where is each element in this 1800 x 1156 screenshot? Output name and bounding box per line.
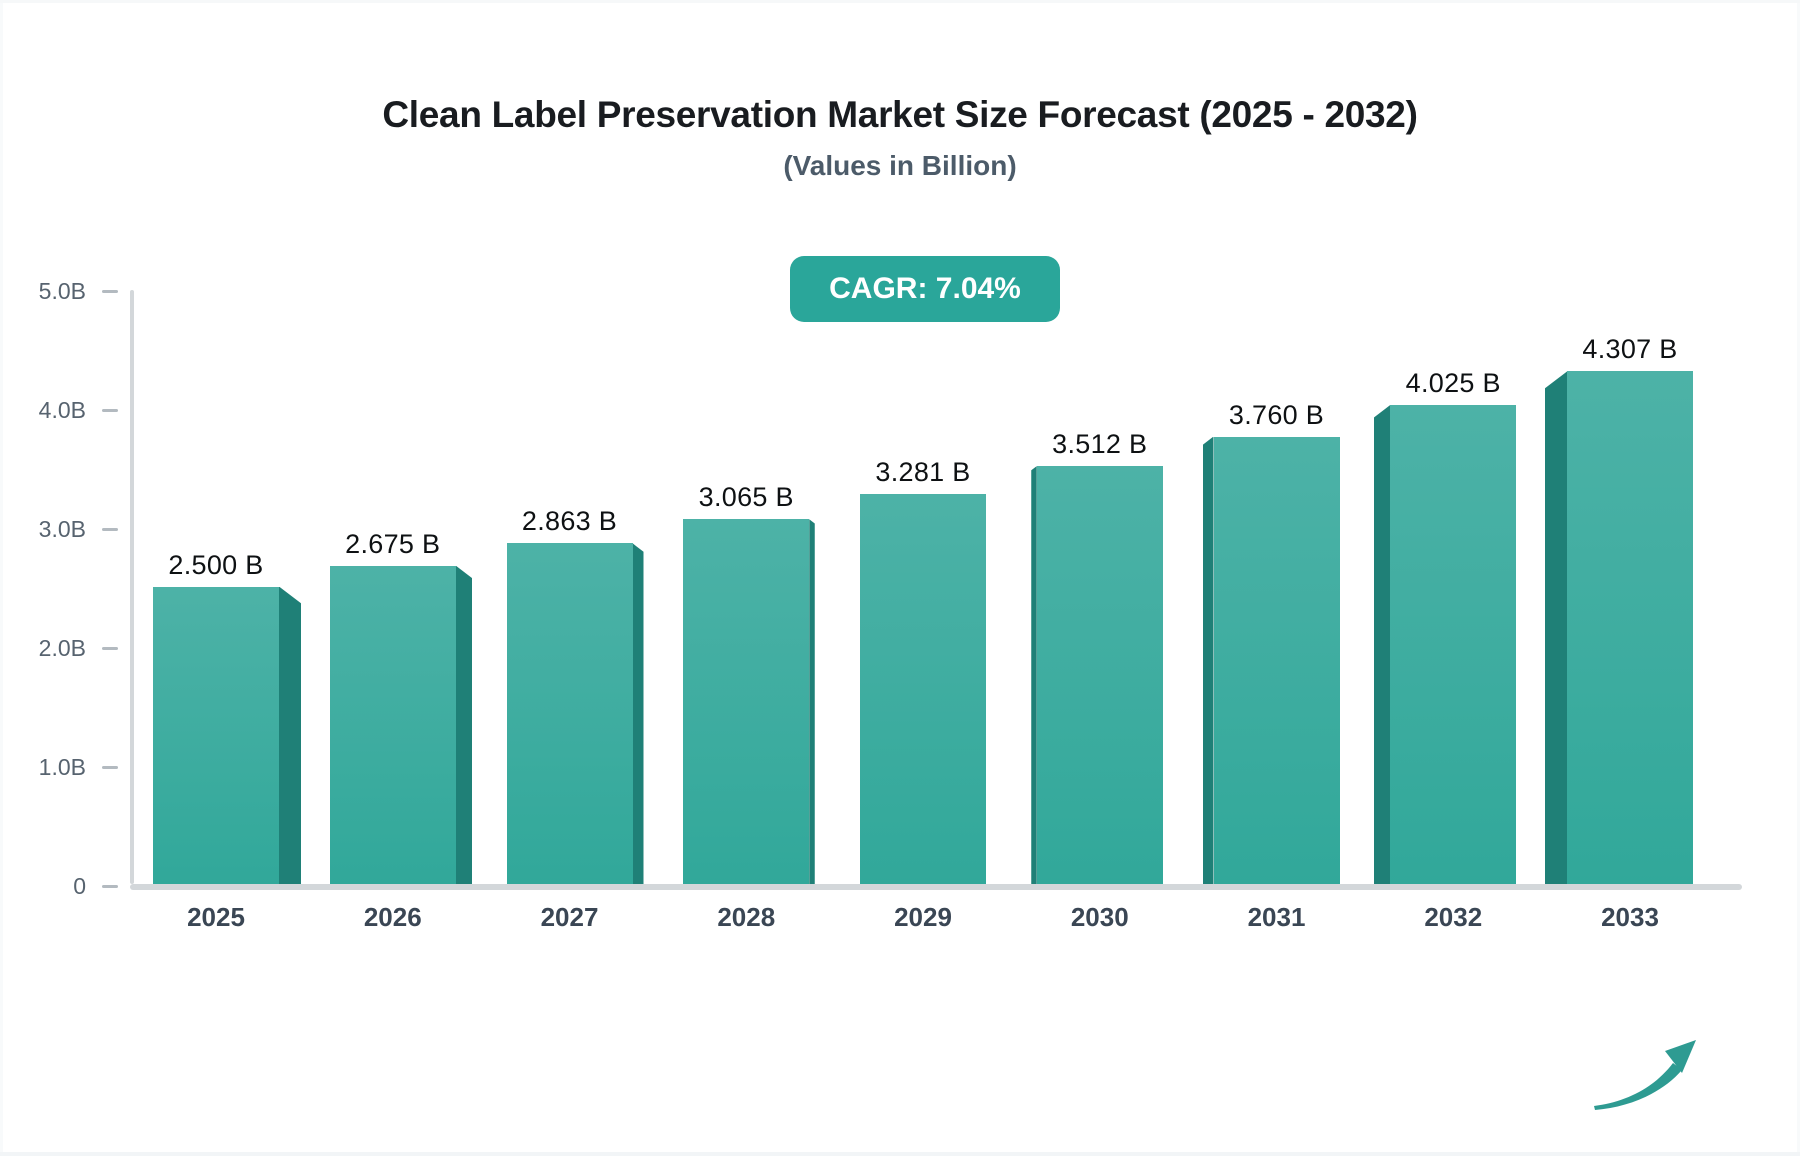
bar-value-2025: 2.500 B: [168, 549, 264, 580]
y-tick-dash-3.0B: [102, 528, 118, 531]
bar-2027: [506, 543, 633, 884]
x-axis-label-2028: 2028: [717, 902, 776, 932]
x-axis-label-2025: 2025: [187, 902, 245, 932]
y-tick-dash-0: [102, 885, 118, 888]
bar-value-2028: 3.065 B: [698, 482, 794, 513]
y-tick-label-4.0B: 4.0B: [38, 397, 86, 423]
bar-value-2029: 3.281 B: [875, 456, 971, 487]
x-axis-label-2033: 2033: [1601, 902, 1659, 932]
bar-value-2030: 3.512 B: [1052, 429, 1148, 460]
x-axis-label-2030: 2030: [1070, 902, 1129, 932]
bar-side-2030: [1031, 466, 1037, 884]
bar-side-2025: [279, 586, 301, 884]
amr-logo-graphic: [1594, 1040, 1696, 1110]
bar-side-2031: [1202, 436, 1214, 884]
amr-logo: [1524, 1030, 1714, 1114]
y-tick-label-2.0B: 2.0B: [38, 635, 86, 661]
x-axis-label-2031: 2031: [1247, 902, 1306, 932]
y-tick-dash-1.0B: [102, 766, 118, 769]
x-axis-line: [130, 884, 1742, 890]
growth-arrowhead-icon: [1665, 1040, 1696, 1073]
bar-2030: [1036, 466, 1163, 884]
growth-arrow-icon: [1594, 1063, 1682, 1110]
chart-subtitle: (Values in Billion): [783, 150, 1017, 181]
y-tick-label-5.0B: 5.0B: [38, 278, 86, 304]
bar-side-2028: [809, 519, 815, 884]
bar-2033: [1567, 371, 1693, 884]
chart-title: Clean Label Preservation Market Size For…: [382, 94, 1418, 135]
y-tick-dash-2.0B: [102, 647, 118, 650]
y-tick-dash-5.0B: [102, 290, 118, 293]
bar-value-2031: 3.760 B: [1228, 399, 1325, 430]
x-axis-label-2027: 2027: [540, 902, 599, 932]
bar-value-2026: 2.675 B: [345, 528, 441, 559]
bar-2026: [329, 565, 456, 884]
bar-value-2027: 2.863 B: [521, 506, 618, 537]
x-axis-label-2026: 2026: [363, 902, 422, 932]
y-tick-label-1.0B: 1.0B: [38, 754, 86, 780]
bar-side-2032: [1373, 405, 1391, 884]
bar-side-2027: [632, 543, 644, 884]
bar-2025: [153, 586, 279, 884]
bar-2029: [860, 493, 986, 884]
bar-2028: [683, 519, 810, 884]
y-tick-dash-4.0B: [102, 409, 118, 412]
cagr-badge: CAGR: 7.04%: [790, 256, 1060, 322]
bar-2032: [1390, 405, 1517, 884]
cagr-badge-label: CAGR: 7.04%: [829, 272, 1021, 305]
x-axis-label-2032: 2032: [1424, 902, 1483, 932]
x-axis-label-2029: 2029: [894, 902, 952, 932]
bar-2031: [1213, 436, 1340, 884]
bar-side-2026: [455, 565, 473, 884]
y-tick-label-3.0B: 3.0B: [38, 516, 86, 542]
bar-side-2033: [1545, 371, 1567, 884]
bar-value-2032: 4.025 B: [1405, 368, 1501, 399]
y-tick-label-0: 0: [73, 873, 86, 899]
y-axis-line: [130, 290, 134, 884]
bar-value-2033: 4.307 B: [1582, 334, 1678, 365]
